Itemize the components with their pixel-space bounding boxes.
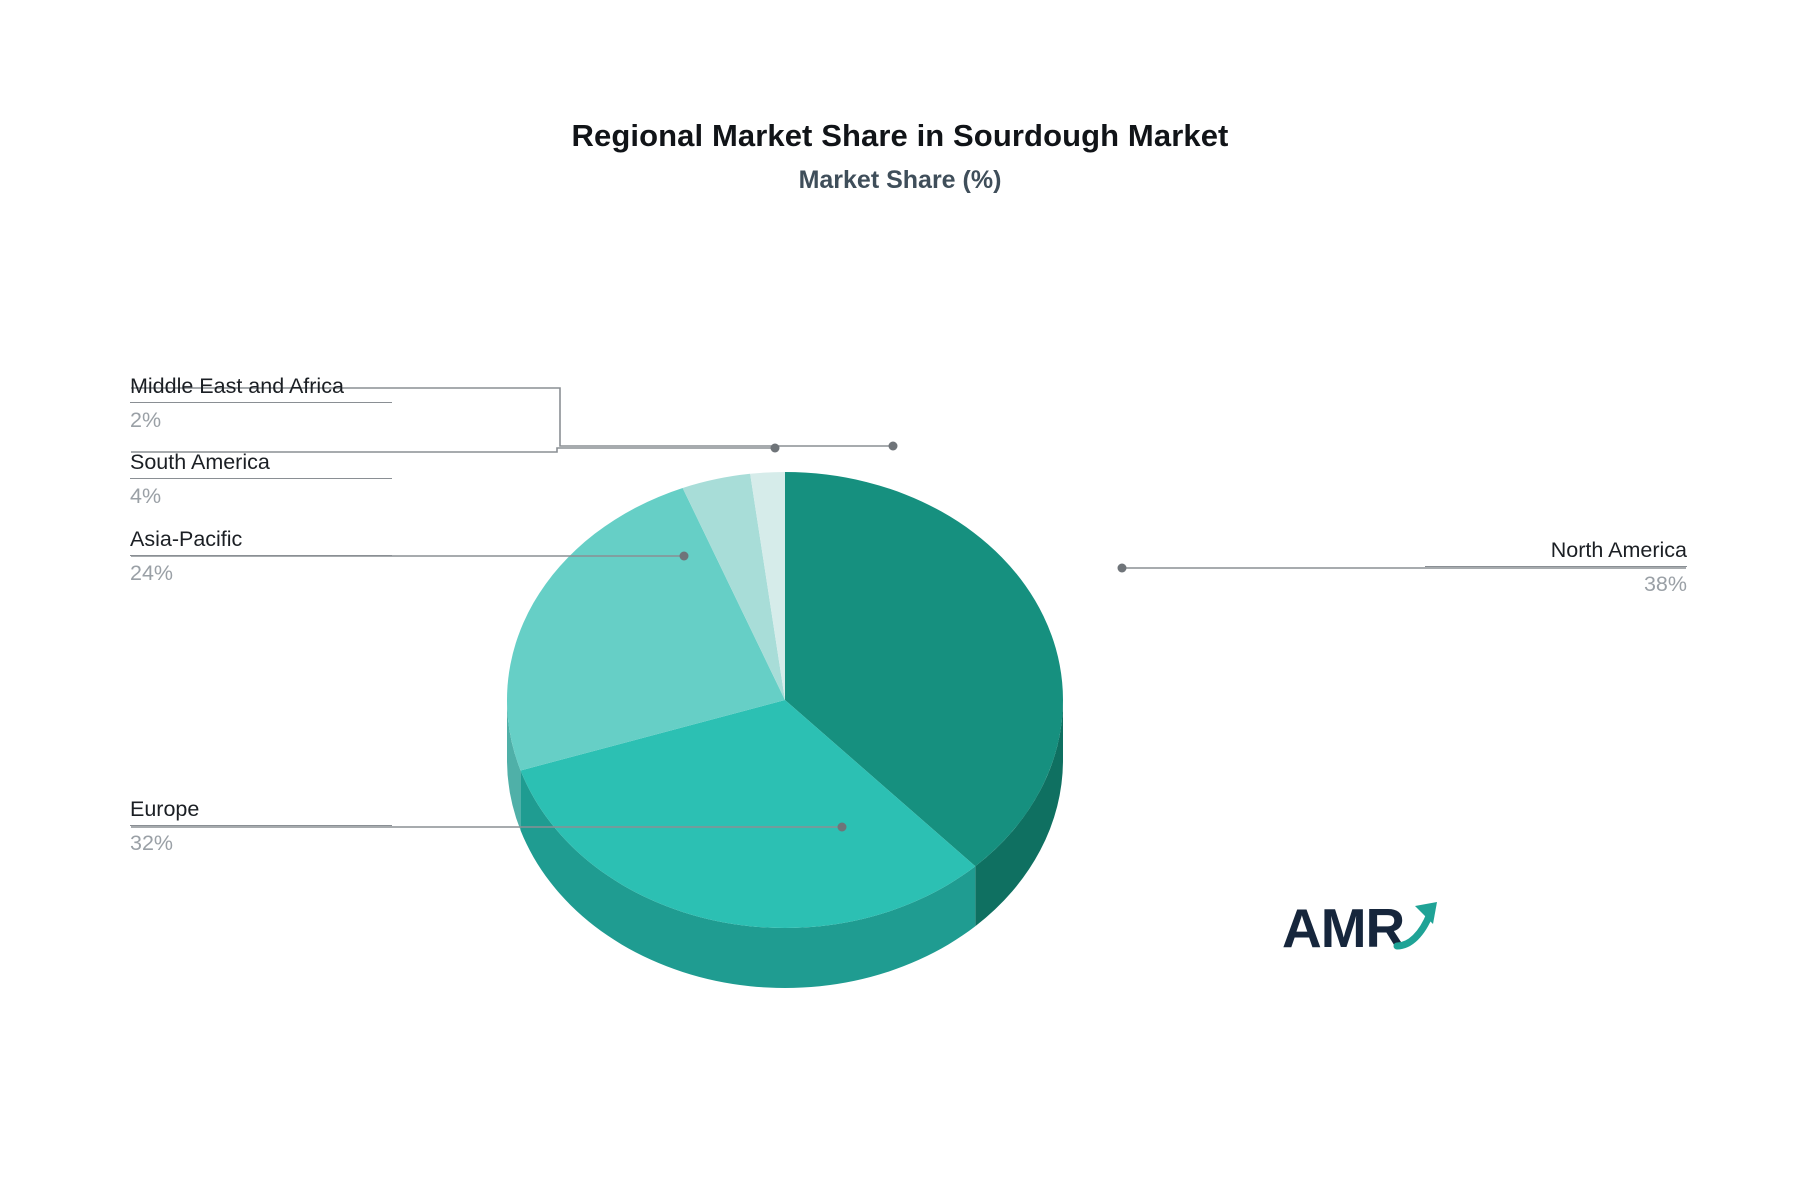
amr-growth-arrow-icon (1393, 902, 1437, 950)
leader-dot-south-america (770, 443, 780, 453)
pie-side-north-america (975, 700, 1063, 927)
leader-line-middle-east-and-africa (131, 387, 893, 447)
pie-slices (506, 472, 1063, 928)
leader-dots (679, 441, 1127, 832)
callout-middle-east-and-africa[interactable]: Middle East and Africa 2% (130, 372, 392, 435)
callout-south-america[interactable]: South America 4% (130, 448, 392, 511)
callout-rule-north-america (1425, 566, 1687, 567)
pie-side-europe (520, 770, 976, 988)
chart-subtitle: Market Share (%) (798, 166, 1002, 194)
leader-line-south-america (131, 447, 775, 453)
leader-dot-middle-east-and-africa (888, 441, 898, 451)
callout-value-south-america: 4% (130, 484, 162, 508)
callout-north-america[interactable]: North America 38% (1425, 536, 1687, 599)
pie-slice-asia-pacific[interactable] (506, 488, 785, 771)
callout-rule-middle-east-and-africa (130, 402, 392, 403)
pie-side-asia-pacific (507, 700, 521, 831)
callout-label-asia-pacific: Asia-Pacific (130, 527, 243, 551)
pie-slice-europe[interactable] (520, 700, 976, 928)
callout-europe[interactable]: Europe 32% (130, 795, 392, 858)
leader-lines (131, 387, 1686, 828)
callout-label-south-america: South America (130, 450, 270, 474)
callout-label-north-america: North America (1550, 538, 1687, 562)
callout-label-europe: Europe (130, 797, 200, 821)
callout-value-europe: 32% (130, 831, 174, 855)
callout-value-middle-east-and-africa: 2% (130, 408, 162, 432)
callout-value-north-america: 38% (1643, 572, 1687, 596)
pie-slice-south-america[interactable] (682, 473, 785, 700)
amr-logo: AMR (1282, 888, 1452, 968)
callout-value-asia-pacific: 24% (130, 561, 174, 585)
callout-rule-south-america (130, 478, 392, 479)
pie-slice-north-america[interactable] (785, 472, 1063, 867)
amr-logo-text: AMR (1282, 897, 1405, 959)
pie-depth-walls (507, 700, 1063, 988)
callout-label-middle-east-and-africa: Middle East and Africa (130, 374, 344, 398)
leader-dot-europe (837, 822, 847, 832)
leader-dot-north-america (1117, 563, 1127, 573)
pie-slice-middle-east-and-africa[interactable] (750, 472, 785, 700)
chart-title: Regional Market Share in Sourdough Marke… (571, 118, 1229, 153)
callout-rule-asia-pacific (130, 555, 392, 556)
callout-asia-pacific[interactable]: Asia-Pacific 24% (130, 525, 392, 588)
leader-dot-asia-pacific (679, 551, 689, 561)
callout-rule-europe (130, 825, 392, 826)
